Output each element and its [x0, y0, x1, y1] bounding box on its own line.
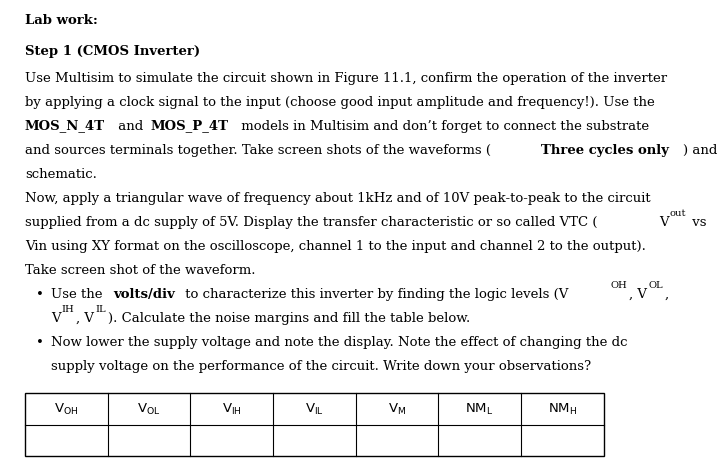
Text: •: • — [36, 288, 44, 301]
Text: •: • — [36, 336, 44, 349]
Text: $\mathregular{NM_{H}}$: $\mathregular{NM_{H}}$ — [547, 401, 577, 417]
Text: Take screen shot of the waveform.: Take screen shot of the waveform. — [25, 264, 255, 277]
Text: MOS_N_4T: MOS_N_4T — [25, 120, 105, 133]
Text: ). Calculate the noise margins and fill the table below.: ). Calculate the noise margins and fill … — [107, 312, 470, 325]
Text: to characterize this inverter by finding the logic levels (V: to characterize this inverter by finding… — [181, 288, 568, 301]
Text: schematic.: schematic. — [25, 168, 96, 181]
Text: Vin using XY format on the oscilloscope, channel 1 to the input and channel 2 to: Vin using XY format on the oscilloscope,… — [25, 240, 646, 253]
Text: V: V — [51, 312, 61, 325]
Text: $\mathregular{V_{IH}}$: $\mathregular{V_{IH}}$ — [222, 401, 241, 417]
Text: OH: OH — [610, 281, 627, 290]
Text: supplied from a dc supply of 5V. Display the transfer characteristic or so calle: supplied from a dc supply of 5V. Display… — [25, 216, 597, 229]
Text: Use Multisim to simulate the circuit shown in Figure 11.1, confirm the operation: Use Multisim to simulate the circuit sho… — [25, 72, 667, 85]
Text: Step 1 (CMOS Inverter): Step 1 (CMOS Inverter) — [25, 45, 200, 58]
Text: , V: , V — [629, 288, 647, 301]
Text: IH: IH — [62, 305, 75, 314]
Text: OL: OL — [649, 281, 663, 290]
Text: $\mathregular{V_{OH}}$: $\mathregular{V_{OH}}$ — [54, 401, 78, 417]
Text: Now, apply a triangular wave of frequency about 1kHz and of 10V peak-to-peak to : Now, apply a triangular wave of frequenc… — [25, 192, 650, 205]
Text: V: V — [659, 216, 668, 229]
Text: by applying a clock signal to the input (choose good input amplitude and frequen: by applying a clock signal to the input … — [25, 96, 655, 109]
Text: and: and — [114, 120, 147, 133]
Text: MOS_P_4T: MOS_P_4T — [151, 120, 228, 133]
Text: ) and: ) and — [683, 144, 717, 157]
Text: and sources terminals together. Take screen shots of the waveforms (: and sources terminals together. Take scr… — [25, 144, 491, 157]
Text: Now lower the supply voltage and note the display. Note the effect of changing t: Now lower the supply voltage and note th… — [51, 336, 628, 349]
Text: ,: , — [665, 288, 669, 301]
Text: $\mathregular{NM_{L}}$: $\mathregular{NM_{L}}$ — [465, 401, 494, 417]
Text: supply voltage on the performance of the circuit. Write down your observations?: supply voltage on the performance of the… — [51, 360, 591, 373]
Text: Lab work:: Lab work: — [25, 14, 98, 27]
Text: vs: vs — [688, 216, 706, 229]
Text: $\mathregular{V_{IL}}$: $\mathregular{V_{IL}}$ — [304, 401, 324, 417]
Text: out: out — [670, 209, 686, 218]
Text: models in Multisim and don’t forget to connect the substrate: models in Multisim and don’t forget to c… — [237, 120, 650, 133]
Text: , V: , V — [76, 312, 94, 325]
Text: IL: IL — [96, 305, 107, 314]
Text: volts/div: volts/div — [113, 288, 175, 301]
Text: $\mathregular{V_{OL}}$: $\mathregular{V_{OL}}$ — [137, 401, 161, 417]
Text: Three cycles only: Three cycles only — [541, 144, 669, 157]
Text: Use the: Use the — [51, 288, 107, 301]
Text: $\mathregular{V_{M}}$: $\mathregular{V_{M}}$ — [388, 401, 406, 417]
